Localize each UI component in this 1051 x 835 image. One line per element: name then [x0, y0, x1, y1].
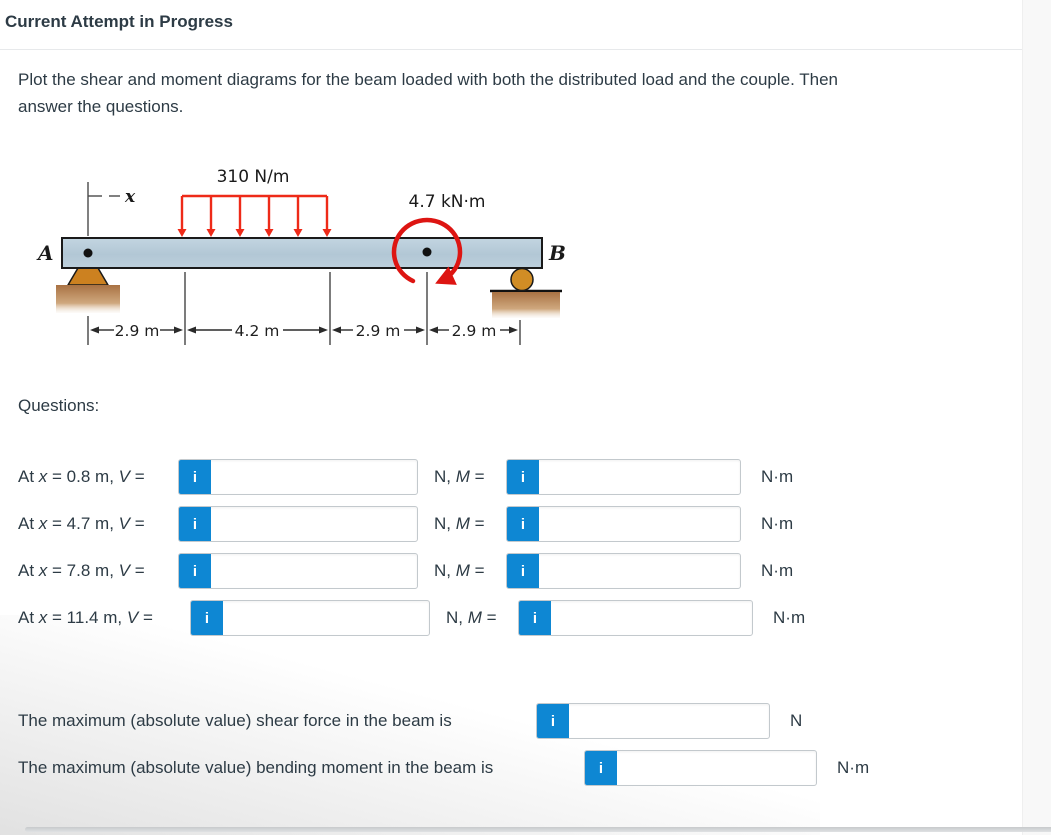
question-row-2: At x = 4.7 m, V = i N, M = i N·m	[18, 506, 793, 542]
moment-input-group-1: i	[506, 459, 741, 495]
attempt-status-title: Current Attempt in Progress	[5, 12, 233, 31]
row-1-label: At x = 0.8 m, V =	[18, 467, 145, 486]
dim-4: 2.9 m	[452, 322, 497, 340]
questions-heading: Questions:	[18, 396, 100, 415]
info-button[interactable]: i	[507, 554, 539, 588]
info-button[interactable]: i	[179, 460, 211, 494]
couple-label: 4.7 kN·m	[409, 192, 486, 212]
max-shear-unit: N	[790, 711, 803, 730]
dim-3: 2.9 m	[356, 322, 401, 340]
shear-input-4[interactable]	[223, 601, 429, 635]
max-shear-input-group: i	[536, 703, 770, 739]
max-moment-row: The maximum (absolute value) bending mom…	[18, 750, 869, 786]
max-moment-input[interactable]	[617, 751, 816, 785]
max-shear-row: The maximum (absolute value) shear force…	[18, 703, 802, 739]
scrollbar-track[interactable]	[1022, 0, 1051, 835]
ground-a	[56, 285, 120, 313]
couple-center-dot	[422, 247, 432, 257]
info-button[interactable]: i	[179, 554, 211, 588]
moment-input-3[interactable]	[539, 554, 740, 588]
problem-statement: Plot the shear and moment diagrams for t…	[18, 66, 1018, 120]
info-button[interactable]: i	[179, 507, 211, 541]
dimension-arrows	[90, 326, 518, 334]
shear-input-2[interactable]	[211, 507, 417, 541]
x-axis-label: x	[124, 187, 136, 207]
dimension-ticks	[87, 272, 521, 345]
row-3-unit: N·m	[761, 561, 794, 580]
row-2-unit: N·m	[761, 514, 794, 533]
moment-input-group-4: i	[518, 600, 753, 636]
roller-support	[510, 267, 534, 292]
row-4-moment-label: N, M =	[446, 608, 497, 627]
shear-input-group-2: i	[178, 506, 418, 542]
info-button[interactable]: i	[507, 460, 539, 494]
row-1-moment-label: N, M =	[434, 467, 485, 486]
moment-input-2[interactable]	[539, 507, 740, 541]
beam-diagram: x 310 N/m 4.7 kN·m	[36, 167, 566, 345]
couple-arrow	[391, 217, 463, 285]
problem-statement-line2: answer the questions.	[18, 97, 184, 116]
info-button[interactable]: i	[519, 601, 551, 635]
moment-input-group-3: i	[506, 553, 741, 589]
shear-input-1[interactable]	[211, 460, 417, 494]
shear-input-group-3: i	[178, 553, 418, 589]
row-4-label: At x = 11.4 m, V =	[18, 608, 153, 627]
shear-input-3[interactable]	[211, 554, 417, 588]
point-a-dot	[83, 248, 93, 258]
row-3-moment-label: N, M =	[434, 561, 485, 580]
support-b-label: B	[548, 241, 566, 265]
moment-input-4[interactable]	[551, 601, 752, 635]
row-2-moment-label: N, M =	[434, 514, 485, 533]
next-section-edge	[25, 827, 1051, 832]
ground-b	[492, 292, 560, 318]
info-button[interactable]: i	[585, 751, 617, 785]
distributed-load-label: 310 N/m	[217, 167, 290, 187]
moment-input-group-2: i	[506, 506, 741, 542]
header-divider	[0, 49, 1022, 50]
problem-statement-line1: Plot the shear and moment diagrams for t…	[18, 70, 838, 89]
max-shear-text: The maximum (absolute value) shear force…	[18, 711, 452, 730]
row-4-unit: N·m	[773, 608, 806, 627]
info-button[interactable]: i	[537, 704, 569, 738]
dimension-labels: 2.9 m 4.2 m 2.9 m 2.9 m	[115, 322, 497, 340]
row-1-unit: N·m	[761, 467, 794, 486]
pin-support	[66, 267, 110, 286]
question-row-1: At x = 0.8 m, V = i N, M = i N·m	[18, 459, 793, 495]
moment-input-1[interactable]	[539, 460, 740, 494]
max-moment-input-group: i	[584, 750, 817, 786]
max-shear-input[interactable]	[569, 704, 769, 738]
support-a-label: A	[36, 241, 54, 265]
distributed-load-arrows	[177, 194, 332, 237]
shear-input-group-1: i	[178, 459, 418, 495]
row-2-label: At x = 4.7 m, V =	[18, 514, 145, 533]
beam	[61, 237, 543, 269]
question-row-4: At x = 11.4 m, V = i N, M = i N·m	[18, 600, 805, 636]
x-axis-marker	[87, 182, 120, 236]
info-button[interactable]: i	[507, 507, 539, 541]
question-row-3: At x = 7.8 m, V = i N, M = i N·m	[18, 553, 793, 589]
max-moment-text: The maximum (absolute value) bending mom…	[18, 758, 494, 777]
dim-2: 4.2 m	[235, 322, 280, 340]
info-button[interactable]: i	[191, 601, 223, 635]
dim-1: 2.9 m	[115, 322, 160, 340]
max-moment-unit: N·m	[837, 758, 870, 777]
shear-input-group-4: i	[190, 600, 430, 636]
row-3-label: At x = 7.8 m, V =	[18, 561, 145, 580]
